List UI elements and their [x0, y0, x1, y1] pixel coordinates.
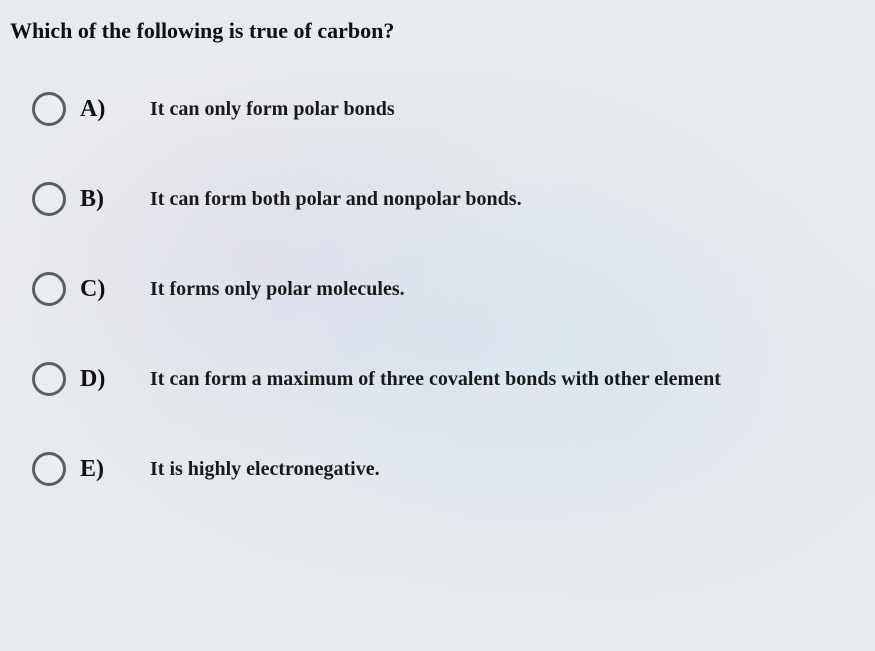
radio-a[interactable]: [32, 92, 66, 126]
option-letter-d: D): [80, 366, 122, 393]
option-row-e[interactable]: E) It is highly electronegative.: [10, 452, 865, 486]
option-row-b[interactable]: B) It can form both polar and nonpolar b…: [10, 182, 865, 216]
radio-b[interactable]: [32, 182, 66, 216]
option-letter-e: E): [80, 456, 122, 483]
option-row-d[interactable]: D) It can form a maximum of three covale…: [10, 362, 865, 396]
option-letter-b: B): [80, 186, 122, 213]
option-row-a[interactable]: A) It can only form polar bonds: [10, 92, 865, 126]
question-prompt: Which of the following is true of carbon…: [10, 18, 865, 44]
option-text-a: It can only form polar bonds: [150, 98, 395, 121]
option-text-b: It can form both polar and nonpolar bond…: [150, 188, 522, 211]
option-letter-a: A): [80, 96, 122, 123]
option-text-c: It forms only polar molecules.: [150, 278, 405, 301]
radio-d[interactable]: [32, 362, 66, 396]
radio-c[interactable]: [32, 272, 66, 306]
radio-e[interactable]: [32, 452, 66, 486]
option-text-e: It is highly electronegative.: [150, 458, 380, 481]
option-text-d: It can form a maximum of three covalent …: [150, 368, 721, 391]
option-letter-c: C): [80, 276, 122, 303]
option-row-c[interactable]: C) It forms only polar molecules.: [10, 272, 865, 306]
